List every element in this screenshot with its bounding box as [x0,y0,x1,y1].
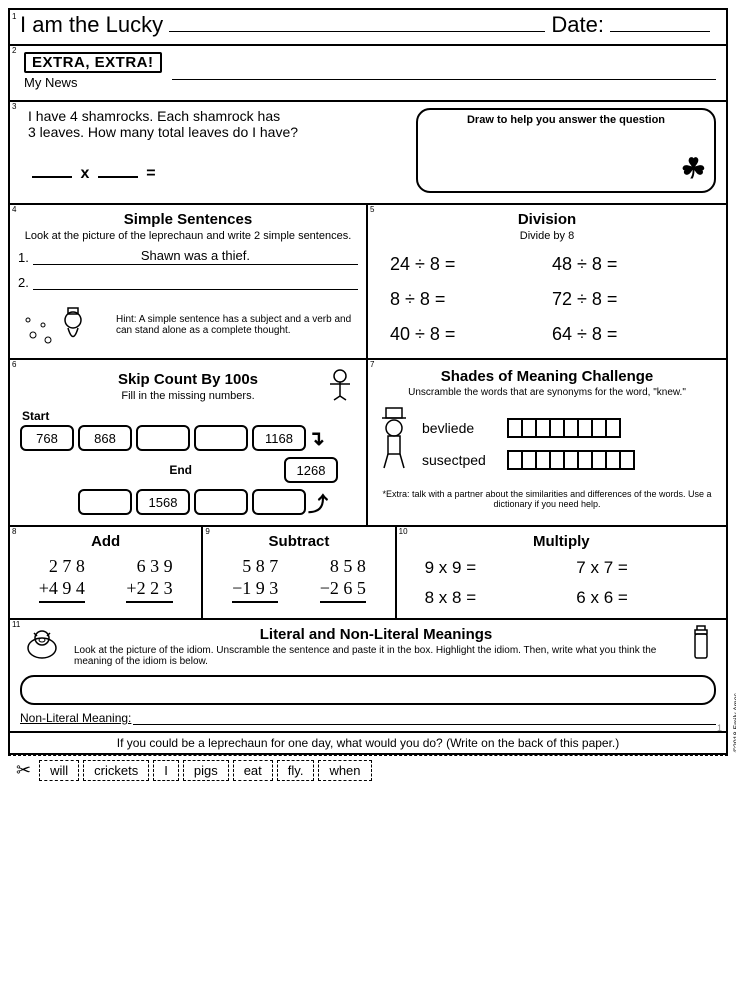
name-blank[interactable] [169,12,545,32]
header-row: 1 I am the Lucky Date: [10,10,726,46]
section-3: 3 I have 4 shamrocks. Each shamrock has … [10,102,726,205]
section-10: 10 Multiply 9 x 9 = 7 x 7 = 8 x 8 = 6 x … [397,527,726,620]
s7-sub: Unscramble the words that are synonyms f… [374,387,720,398]
cut-w1[interactable]: will [39,760,79,781]
mul-1[interactable]: 9 x 9 = [425,558,547,578]
date-blank[interactable] [610,12,710,32]
section-11: 11 Literal and Non-Literal Meanings Look… [10,620,726,731]
draw-box[interactable]: Draw to help you answer the question ☘ [416,108,716,193]
s4-sub: Look at the picture of the leprechaun an… [18,230,358,242]
s6-sub: Fill in the missing numbers. [118,390,258,402]
paste-box[interactable] [20,675,716,705]
div-p4[interactable]: 72 ÷ 8 = [552,289,704,310]
skip-5: 1168 [252,425,306,451]
sentence-1[interactable]: Shawn was a thief. [33,248,358,265]
scissors-icon: ✂ [16,760,31,781]
pig-icon [20,624,66,669]
start-label: Start [22,409,358,423]
page-number: 1 [717,723,722,733]
mul-4[interactable]: 6 x 6 = [576,588,698,608]
skip-7[interactable] [252,489,306,515]
arrow-up-icon: ⤴ [308,488,328,517]
skip-6: 1268 [284,457,338,483]
div-p1[interactable]: 24 ÷ 8 = [390,254,542,275]
date-label: Date: [551,12,604,38]
s7-title: Shades of Meaning Challenge [374,368,720,385]
s5-sub: Divide by 8 [376,230,718,242]
cut-row: ✂ will crickets I pigs eat fly. when [8,755,728,785]
arrow-down-icon: ↴ [308,426,325,451]
cut-w3[interactable]: I [153,760,179,781]
gingerbread-icon [264,366,358,409]
s9-title: Subtract [211,533,386,550]
div-p6[interactable]: 64 ÷ 8 = [552,324,704,345]
skip-9: 1568 [136,489,190,515]
section-7: 7 Shades of Meaning Challenge Unscramble… [368,360,726,527]
skip-3[interactable] [136,425,190,451]
s11-title: Literal and Non-Literal Meanings [74,626,678,643]
sub-2[interactable]: 8 5 8 −2 6 5 [320,556,366,603]
section-5: 5 Division Divide by 8 24 ÷ 8 = 48 ÷ 8 =… [368,205,726,360]
div-p2[interactable]: 48 ÷ 8 = [552,254,704,275]
s6-title: Skip Count By 100s [118,371,258,388]
section-8: 8 Add 2 7 8 +4 9 4 6 3 9 +2 2 3 [10,527,203,620]
boxes-1[interactable] [508,418,620,438]
footer-question: If you could be a leprechaun for one day… [10,731,726,753]
scramble-2: susectped [422,452,498,468]
div-p3[interactable]: 8 ÷ 8 = [390,289,542,310]
shamrock-icon: ☘ [681,152,706,185]
header-prefix: I am the Lucky [20,12,163,38]
sub-1[interactable]: 5 8 7 −1 9 3 [232,556,278,603]
skip-1: 768 [20,425,74,451]
s8-title: Add [18,533,193,550]
scramble-1: bevliede [422,420,498,436]
cut-w7[interactable]: when [318,760,371,781]
sentence-2[interactable] [33,288,358,290]
s11-sub: Look at the picture of the idiom. Unscra… [74,645,678,667]
glue-icon [686,624,716,669]
factor1-blank[interactable] [32,164,72,178]
cut-w5[interactable]: eat [233,760,273,781]
s10-title: Multiply [405,533,718,550]
extra-box: EXTRA, EXTRA! [24,52,162,73]
my-news-label: My News [24,75,162,90]
add-2[interactable]: 6 3 9 +2 2 3 [126,556,172,603]
nonlit-blank[interactable] [133,711,716,725]
section-4: 4 Simple Sentences Look at the picture o… [10,205,368,360]
cut-w2[interactable]: crickets [83,760,149,781]
s4-title: Simple Sentences [18,211,358,228]
factor2-blank[interactable] [98,164,138,178]
mul-2[interactable]: 7 x 7 = [576,558,698,578]
add-1[interactable]: 2 7 8 +4 9 4 [39,556,85,603]
leprechaun-icon [18,300,108,350]
end-label: End [169,463,192,477]
boxes-2[interactable] [508,450,634,470]
nonlit-label: Non-Literal Meaning: [20,711,131,725]
cut-w4[interactable]: pigs [183,760,229,781]
lep-icon [374,406,416,481]
draw-label: Draw to help you answer the question [467,114,665,126]
section-9: 9 Subtract 5 8 7 −1 9 3 8 5 8 −2 6 5 [203,527,396,620]
s5-title: Division [376,211,718,228]
section-6: 6 Skip Count By 100s Fill in the missing… [10,360,368,527]
cut-w6[interactable]: fly. [277,760,315,781]
news-line[interactable] [172,62,716,80]
mul-3[interactable]: 8 x 8 = [425,588,547,608]
div-p5[interactable]: 40 ÷ 8 = [390,324,542,345]
skip-4[interactable] [194,425,248,451]
section-2: 2 EXTRA, EXTRA! My News [10,46,726,102]
q3-line2: 3 leaves. How many total leaves do I hav… [28,124,404,140]
s4-hint: Hint: A simple sentence has a subject an… [116,314,358,336]
q3-line1: I have 4 shamrocks. Each shamrock has [28,108,404,124]
worksheet-page: 1 I am the Lucky Date: 2 EXTRA, EXTRA! M… [8,8,728,755]
s7-extra: *Extra: talk with a partner about the si… [374,489,720,509]
skip-8[interactable] [194,489,248,515]
skip-2: 868 [78,425,132,451]
skip-10[interactable] [78,489,132,515]
